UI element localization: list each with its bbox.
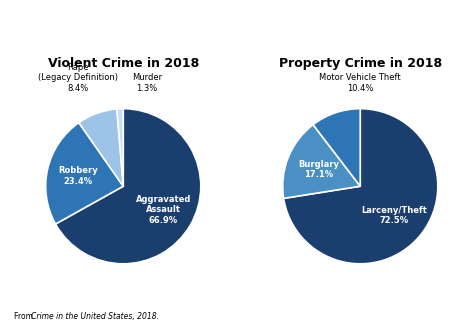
Wedge shape	[79, 109, 123, 186]
Text: Property Crime in 2018: Property Crime in 2018	[279, 57, 442, 70]
Wedge shape	[313, 109, 360, 186]
Text: Motor Vehicle Theft
10.4%: Motor Vehicle Theft 10.4%	[319, 73, 401, 93]
Text: Violent Crime in 2018: Violent Crime in 2018	[47, 57, 199, 70]
Text: Murder
1.3%: Murder 1.3%	[132, 73, 162, 93]
Text: Crime in the United States, 2018.: Crime in the United States, 2018.	[31, 312, 159, 321]
Wedge shape	[283, 109, 438, 264]
Text: Rape
(Legacy Definition)
8.4%: Rape (Legacy Definition) 8.4%	[38, 63, 118, 93]
Text: Robbery
23.4%: Robbery 23.4%	[58, 166, 98, 186]
Wedge shape	[117, 109, 123, 186]
Text: Burglary
17.1%: Burglary 17.1%	[298, 160, 339, 179]
Text: From: From	[14, 312, 36, 321]
Wedge shape	[283, 125, 360, 198]
Text: Larceny/Theft
72.5%: Larceny/Theft 72.5%	[362, 206, 428, 225]
Text: Aggravated
Assault
66.9%: Aggravated Assault 66.9%	[136, 195, 191, 225]
Wedge shape	[46, 123, 123, 224]
Wedge shape	[55, 109, 201, 264]
